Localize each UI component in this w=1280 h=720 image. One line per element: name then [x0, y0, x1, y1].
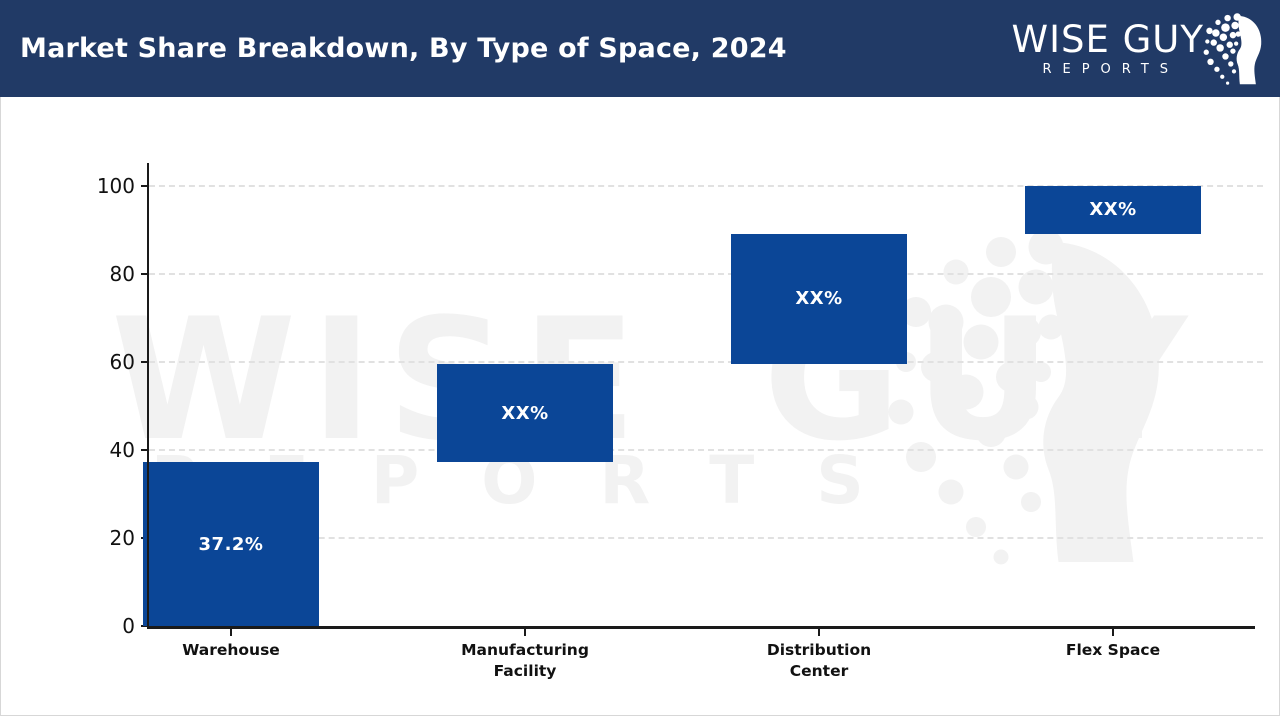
y-tick-label: 100 — [96, 174, 135, 198]
gridline-60 — [149, 361, 1263, 363]
x-axis-label-flex-space: Flex Space — [983, 640, 1243, 661]
y-axis-spine — [147, 163, 149, 628]
bar-flex-space: XX% — [1025, 186, 1201, 234]
x-tick-mark — [230, 628, 232, 636]
x-axis-label-line: Distribution — [766, 641, 872, 659]
x-axis-label-line: Center — [789, 661, 849, 680]
bar-distribution-center: XX% — [731, 233, 907, 365]
logo-subtext: REPORTS — [1042, 61, 1180, 77]
chart-area: WISE GUY REPORTS 0 20 40 60 80 100 37.2% Wareho… — [0, 97, 1280, 716]
bar-value-label: XX% — [795, 288, 843, 310]
y-tick-mark — [141, 185, 149, 187]
x-axis-label-distribution-center: Distribution Center — [689, 640, 949, 682]
gridline-80 — [149, 273, 1263, 275]
x-axis-label-manufacturing-facility: Manufacturing Facility — [395, 640, 655, 682]
page-title: Market Share Breakdown, By Type of Space… — [20, 33, 787, 64]
watermark-face-icon — [888, 229, 1159, 565]
header: Market Share Breakdown, By Type of Space… — [0, 0, 1280, 97]
y-tick-mark — [141, 625, 149, 627]
x-axis-label-line: Warehouse — [182, 641, 280, 659]
y-tick-label: 0 — [122, 614, 135, 638]
x-axis-label-line: Flex Space — [1065, 641, 1161, 659]
gridline-40 — [149, 449, 1263, 451]
x-tick-mark — [818, 628, 820, 636]
bar-value-label: 37.2% — [198, 533, 264, 555]
y-tick-label: 60 — [109, 350, 135, 374]
x-axis-label-line: Facility — [493, 661, 557, 680]
x-tick-mark — [1112, 628, 1114, 636]
y-tick-label: 80 — [109, 262, 135, 286]
wiseguy-logo: WISE GUY REPORTS — [1012, 10, 1266, 88]
bar-manufacturing-facility: XX% — [437, 364, 613, 463]
logo-face-icon — [1203, 12, 1262, 85]
x-axis-label-warehouse: Warehouse — [101, 640, 361, 661]
gridline-20 — [149, 537, 1263, 539]
y-tick-mark — [141, 273, 149, 275]
bar-value-label: XX% — [1089, 199, 1137, 221]
gridline-100 — [149, 185, 1263, 187]
x-tick-mark — [524, 628, 526, 636]
x-axis-label-line: Manufacturing — [461, 641, 589, 659]
logo-wordmark: WISE GUY — [1011, 17, 1204, 61]
y-tick-mark — [141, 449, 149, 451]
y-tick-label: 40 — [109, 438, 135, 462]
logo-text: WISE GUY REPORTS — [1012, 21, 1204, 77]
y-tick-mark — [141, 361, 149, 363]
y-tick-label: 20 — [109, 526, 135, 550]
bar-value-label: XX% — [501, 402, 549, 424]
bar-warehouse: 37.2% — [143, 462, 319, 626]
x-axis-spine — [147, 626, 1255, 629]
